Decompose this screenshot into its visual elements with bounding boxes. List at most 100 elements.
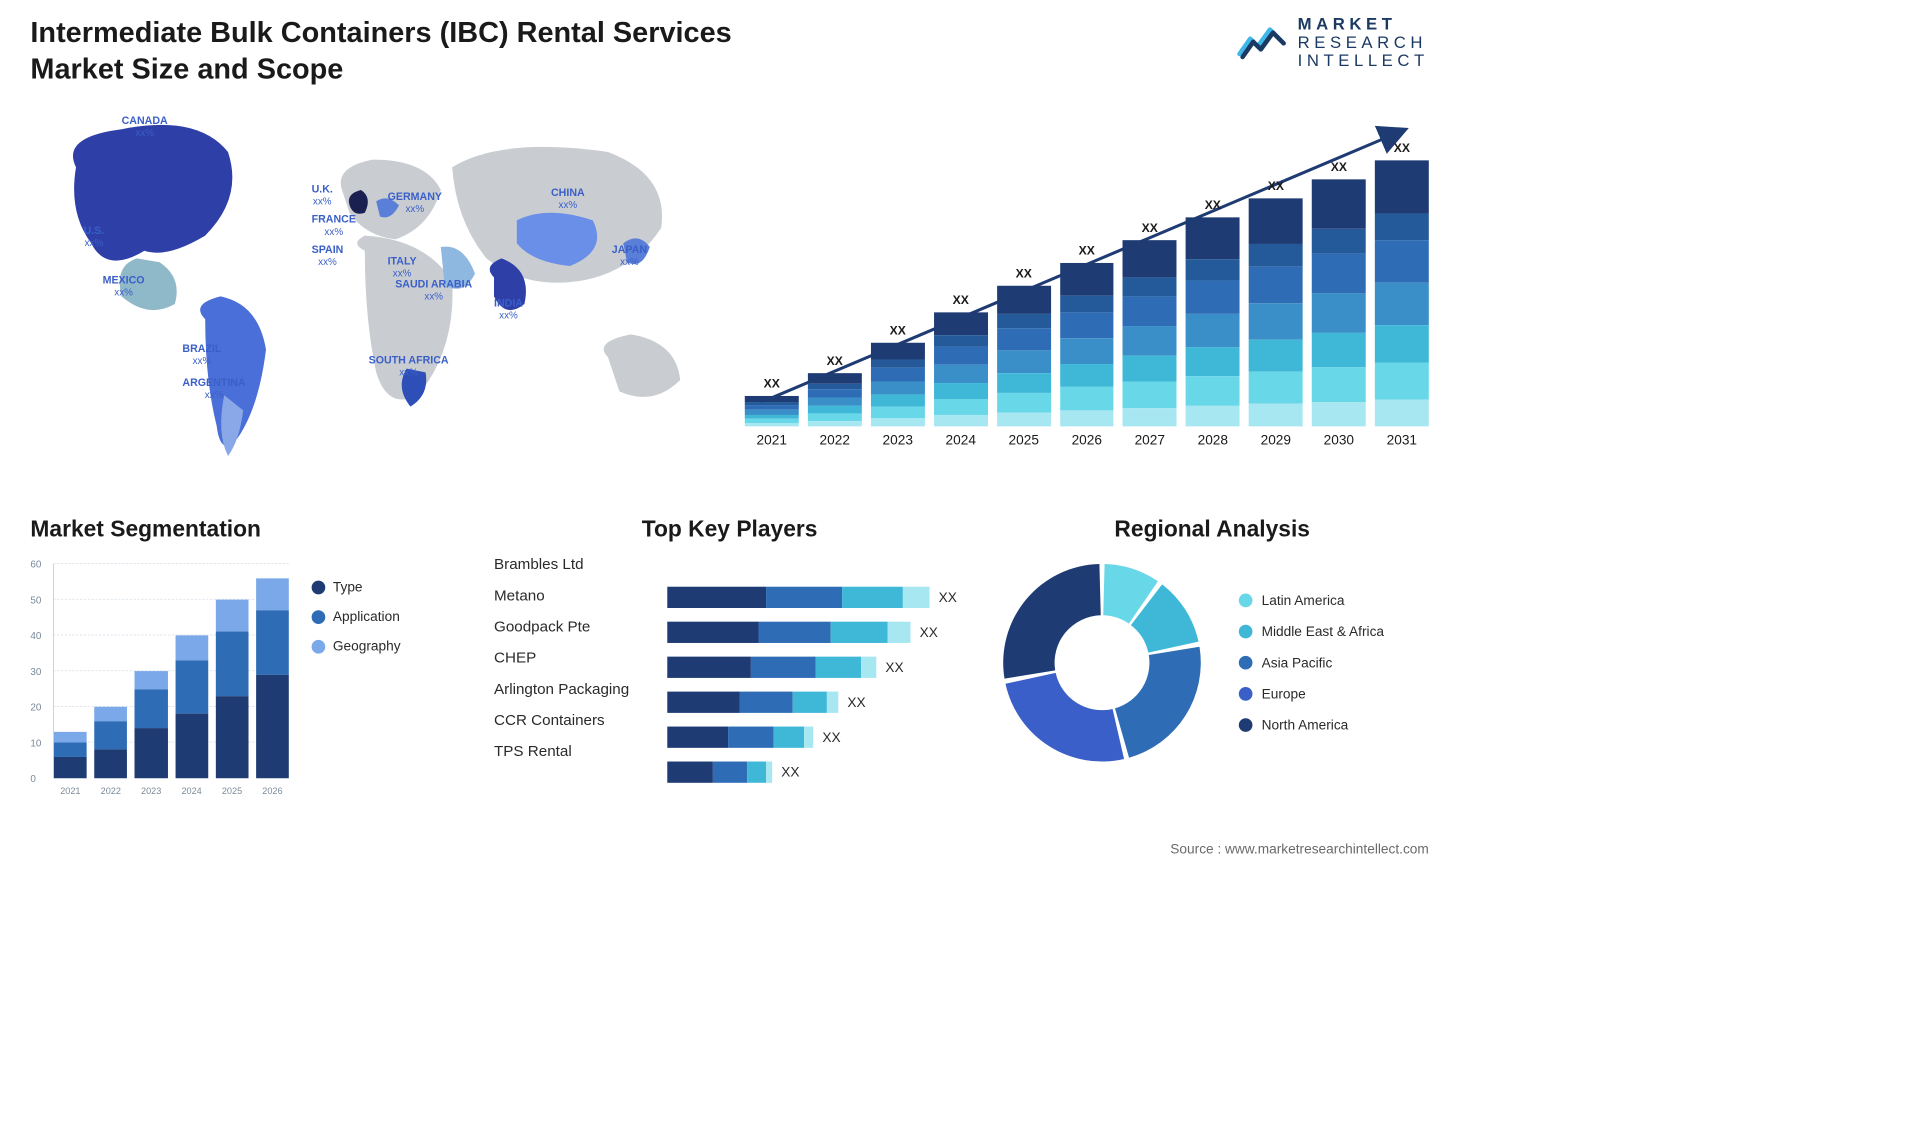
forecast-bar-seg bbox=[808, 421, 862, 426]
segmentation-chart: 202120222023202420252026 0102030405060 T… bbox=[30, 556, 456, 799]
regional-legend-item: Middle East & Africa bbox=[1239, 624, 1384, 640]
forecast-bar-label: XX bbox=[1394, 142, 1410, 156]
legend-label: Geography bbox=[333, 638, 401, 654]
legend-dot-icon bbox=[312, 580, 326, 594]
seg-bar-seg bbox=[175, 635, 208, 660]
seg-year-label: 2021 bbox=[60, 786, 80, 797]
legend-dot-icon bbox=[312, 640, 326, 654]
player-name: Goodpack Pte bbox=[494, 619, 654, 636]
player-bar-seg bbox=[667, 692, 739, 713]
legend-label: Type bbox=[333, 579, 363, 595]
player-bar-seg bbox=[739, 692, 792, 713]
seg-legend-item: Geography bbox=[312, 638, 401, 654]
forecast-bar-seg bbox=[1123, 240, 1177, 277]
regional-legend-item: Asia Pacific bbox=[1239, 655, 1384, 671]
forecast-bar-seg bbox=[871, 368, 925, 381]
player-bar-row: XX bbox=[667, 692, 965, 713]
player-name: Brambles Ltd bbox=[494, 556, 654, 573]
seg-year-label: 2023 bbox=[141, 786, 161, 797]
forecast-bar-seg bbox=[934, 365, 988, 383]
donut-slice bbox=[1005, 673, 1124, 762]
player-name: CHEP bbox=[494, 650, 654, 667]
legend-label: Asia Pacific bbox=[1262, 655, 1333, 671]
regional-legend-item: Latin America bbox=[1239, 592, 1384, 608]
seg-bar-seg bbox=[216, 600, 249, 632]
forecast-bar-seg bbox=[1123, 277, 1177, 296]
forecast-bar-stack bbox=[745, 396, 799, 426]
seg-ytick: 30 bbox=[30, 666, 41, 677]
player-bar-label: XX bbox=[939, 589, 957, 605]
logo-mark-icon bbox=[1237, 22, 1290, 64]
players-title: Top Key Players bbox=[494, 517, 965, 543]
player-bar-seg bbox=[667, 762, 713, 783]
forecast-bar-seg bbox=[1123, 326, 1177, 356]
forecast-year-label: 2021 bbox=[757, 432, 787, 448]
forecast-bar-seg bbox=[1312, 293, 1366, 333]
key-players-section: Top Key Players Brambles Ltd Metano Goodpa… bbox=[494, 517, 965, 783]
forecast-bar-seg bbox=[745, 423, 799, 426]
forecast-bar-seg bbox=[1375, 400, 1429, 427]
seg-year-label: 2026 bbox=[262, 786, 282, 797]
forecast-year-label: 2024 bbox=[946, 432, 976, 448]
player-bar-stack bbox=[667, 657, 876, 678]
forecast-bar-2029: XX2029 bbox=[1249, 180, 1303, 448]
forecast-bar-stack bbox=[1312, 179, 1366, 426]
forecast-bar-seg bbox=[1060, 364, 1114, 387]
forecast-bar-seg bbox=[1186, 259, 1240, 280]
player-name: Metano bbox=[494, 587, 654, 604]
legend-dot-icon bbox=[1239, 594, 1253, 608]
forecast-bar-2026: XX2026 bbox=[1060, 245, 1114, 449]
forecast-bar-seg bbox=[1249, 404, 1303, 427]
forecast-bar-seg bbox=[1060, 338, 1114, 364]
seg-bar-2022: 2022 bbox=[94, 707, 127, 778]
seg-bar-seg bbox=[94, 721, 127, 750]
seg-bar-2026: 2026 bbox=[256, 578, 289, 778]
forecast-bar-stack bbox=[1060, 263, 1114, 426]
forecast-bar-stack bbox=[808, 373, 862, 426]
map-label-italy: ITALYxx% bbox=[388, 255, 417, 280]
forecast-bar-stack bbox=[1249, 198, 1303, 426]
legend-label: Europe bbox=[1262, 686, 1306, 702]
player-bar-row: XX bbox=[667, 727, 965, 748]
seg-bar-seg bbox=[175, 714, 208, 778]
player-bar-seg bbox=[815, 657, 861, 678]
forecast-bar-seg bbox=[1186, 280, 1240, 313]
player-bar-label: XX bbox=[822, 729, 840, 745]
forecast-bar-seg bbox=[934, 415, 988, 426]
player-bar-seg bbox=[861, 657, 876, 678]
forecast-bar-2030: XX2030 bbox=[1312, 161, 1366, 448]
forecast-bar-seg bbox=[808, 398, 862, 407]
forecast-bar-seg bbox=[871, 406, 925, 418]
forecast-bar-seg bbox=[934, 383, 988, 399]
players-body: Brambles LtdMetanoGoodpack PteCHEPArling… bbox=[494, 556, 965, 782]
seg-ytick: 0 bbox=[30, 773, 35, 784]
forecast-year-label: 2027 bbox=[1135, 432, 1165, 448]
seg-bar-seg bbox=[54, 743, 87, 757]
seg-bar-2023: 2023 bbox=[135, 671, 168, 778]
segmentation-legend: Type Application Geography bbox=[312, 579, 401, 654]
player-bar-seg bbox=[888, 622, 911, 643]
forecast-bar-seg bbox=[1249, 372, 1303, 404]
forecast-bar-seg bbox=[997, 286, 1051, 314]
seg-ytick: 20 bbox=[30, 701, 41, 712]
player-bar-label: XX bbox=[885, 659, 903, 675]
world-map: CANADAxx%U.S.xx%MEXICOxx%BRAZILxx%ARGENT… bbox=[30, 106, 714, 471]
forecast-bar-seg bbox=[1249, 244, 1303, 267]
legend-dot-icon bbox=[312, 610, 326, 624]
forecast-bar-seg bbox=[997, 393, 1051, 413]
seg-ytick: 60 bbox=[30, 559, 41, 570]
player-bar-row: XX bbox=[667, 622, 965, 643]
forecast-bar-seg bbox=[1375, 363, 1429, 400]
segmentation-plot: 202120222023202420252026 0102030405060 bbox=[30, 556, 288, 799]
forecast-bar-seg bbox=[1060, 387, 1114, 410]
player-bar-seg bbox=[667, 622, 758, 643]
forecast-bar-seg bbox=[871, 343, 925, 360]
header: Intermediate Bulk Containers (IBC) Renta… bbox=[30, 15, 1428, 87]
player-bar-seg bbox=[713, 762, 747, 783]
legend-label: North America bbox=[1262, 717, 1349, 733]
segmentation-section: Market Segmentation 20212022202320242025… bbox=[30, 517, 456, 800]
forecast-bar-seg bbox=[934, 312, 988, 335]
legend-label: Application bbox=[333, 609, 400, 625]
player-bar-seg bbox=[766, 587, 842, 608]
player-bar-label: XX bbox=[781, 764, 799, 780]
